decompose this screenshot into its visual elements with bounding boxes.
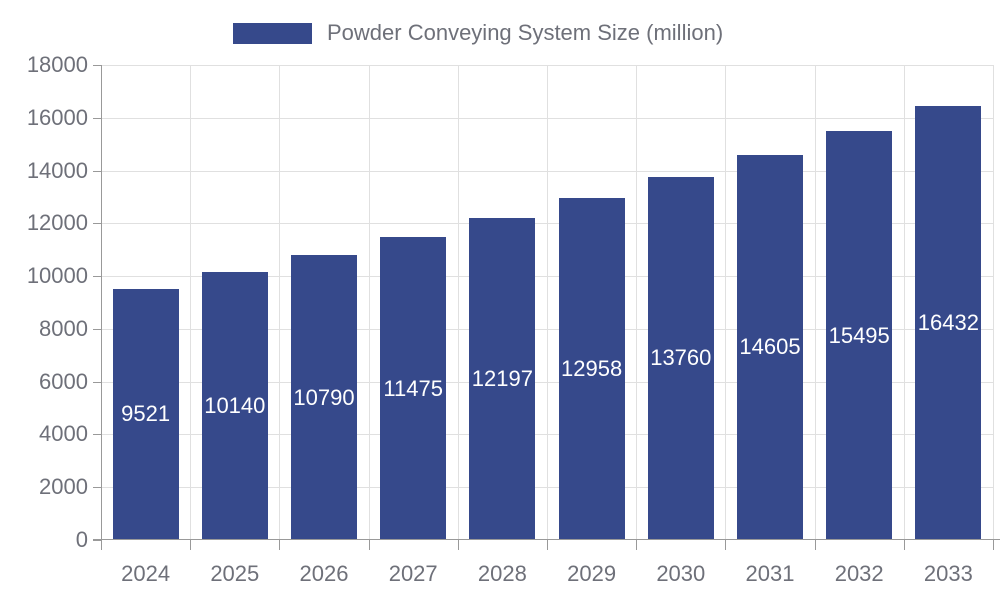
x-tick (190, 540, 192, 550)
x-tick (814, 540, 816, 550)
x-axis-line (93, 539, 1000, 540)
x-axis-tick-label: 2033 (923, 561, 973, 586)
bar-2024[interactable] (112, 288, 179, 540)
x-axis-tick-label: 2032 (834, 561, 884, 586)
y-axis-tick-label: 14000 (26, 157, 88, 183)
y-axis-tick-label: 8000 (39, 315, 88, 341)
y-axis-tick-label: 10000 (26, 263, 88, 289)
y-axis-tick-label: 0 (75, 527, 88, 552)
y-tick (93, 170, 101, 172)
bar-2027[interactable] (380, 237, 447, 540)
y-axis-tick-label: 12000 (26, 210, 88, 236)
bar-2032[interactable] (826, 131, 893, 540)
x-tick (457, 540, 459, 550)
y-tick (93, 381, 101, 383)
x-tick (547, 540, 548, 550)
chart-legend[interactable]: Powder Conveying System Size (million) (233, 20, 723, 46)
x-axis-tick-label: 2031 (745, 561, 795, 586)
x-axis-tick-label: 2029 (567, 561, 617, 586)
y-axis-tick-label: 4000 (39, 421, 88, 447)
bar-value-label: 10140 (204, 393, 266, 419)
bar-value-label: 11475 (383, 375, 443, 401)
bar-value-label: 12958 (561, 356, 623, 382)
bar-value-label: 15495 (828, 322, 890, 348)
y-tick (93, 540, 101, 541)
bar-value-label: 12197 (471, 366, 533, 392)
v-gridline (993, 65, 994, 540)
bar-value-label: 13760 (650, 345, 712, 371)
bar-2030[interactable] (647, 176, 714, 540)
v-gridline (547, 65, 548, 540)
v-gridline (190, 65, 192, 540)
x-axis-tick-label: 2025 (210, 561, 260, 586)
x-axis-tick-label: 2026 (299, 561, 349, 586)
x-tick (636, 540, 638, 550)
y-axis-tick-label: 2000 (39, 474, 88, 500)
bar-2028[interactable] (469, 218, 536, 540)
x-tick (279, 540, 281, 550)
y-axis-tick-label: 18000 (26, 52, 88, 77)
v-gridline (368, 65, 370, 540)
y-tick (93, 223, 101, 225)
x-tick (725, 540, 727, 550)
v-gridline (457, 65, 459, 540)
y-tick (93, 328, 101, 330)
y-tick (93, 65, 101, 66)
x-tick (903, 540, 905, 550)
y-axis-line (101, 65, 102, 550)
x-axis-tick-label: 2024 (121, 561, 171, 586)
x-axis-tick-label: 2027 (388, 561, 438, 586)
bar-2029[interactable] (558, 198, 625, 540)
x-tick (993, 540, 994, 550)
bar-value-label: 14605 (739, 334, 801, 360)
x-axis-tick-label: 2028 (477, 561, 527, 586)
y-tick (93, 434, 101, 436)
x-tick (101, 540, 102, 550)
bar-value-label: 9521 (121, 401, 171, 427)
y-axis-tick-label: 16000 (26, 104, 88, 130)
bar-value-label: 16432 (917, 310, 979, 336)
v-gridline (636, 65, 638, 540)
bar-value-label: 10790 (293, 384, 355, 410)
v-gridline (903, 65, 905, 540)
y-axis-tick-label: 6000 (39, 368, 88, 394)
x-axis-tick-label: 2030 (656, 561, 706, 586)
bar-2026[interactable] (291, 255, 357, 540)
plot-area: 9521 10140 10790 11475 12197 12958 13760 14605 1… (93, 65, 1000, 550)
x-tick (368, 540, 370, 550)
y-tick (93, 276, 101, 278)
y-tick (93, 487, 101, 489)
bar-2033[interactable] (915, 106, 982, 540)
v-gridline (814, 65, 816, 540)
bar-2031[interactable] (737, 154, 803, 540)
legend-label: Powder Conveying System Size (million) (327, 20, 724, 45)
v-gridline (725, 65, 727, 540)
bar-2025[interactable] (201, 272, 268, 540)
v-gridline (279, 65, 281, 540)
y-tick (93, 117, 101, 119)
legend-swatch (233, 22, 312, 44)
